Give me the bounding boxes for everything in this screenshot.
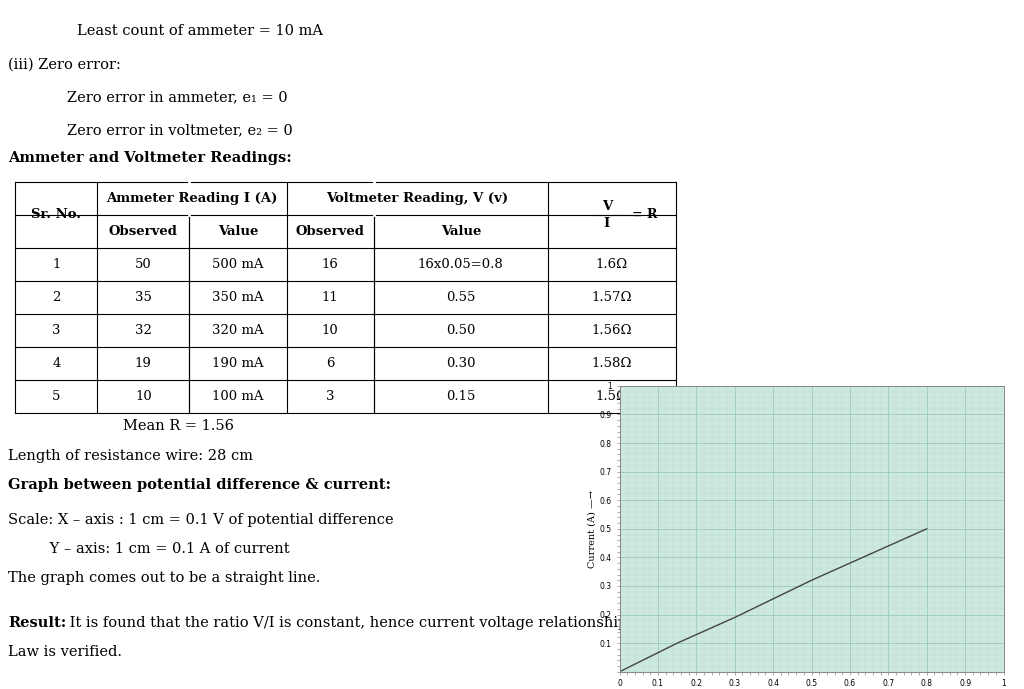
Text: 16: 16	[322, 258, 339, 271]
Text: 10: 10	[135, 391, 152, 403]
Text: Ammeter Reading I (A): Ammeter Reading I (A)	[106, 192, 278, 205]
Text: The graph comes out to be a straight line.: The graph comes out to be a straight lin…	[8, 571, 321, 586]
Text: 1.58Ω: 1.58Ω	[592, 358, 632, 370]
Text: Least count of ammeter = 10 mA: Least count of ammeter = 10 mA	[77, 24, 323, 38]
Text: 0.30: 0.30	[446, 358, 475, 370]
Text: 3: 3	[52, 325, 60, 337]
Text: Zero error in ammeter, e₁ = 0: Zero error in ammeter, e₁ = 0	[67, 90, 287, 104]
Text: Value: Value	[440, 225, 481, 238]
Text: 5: 5	[52, 391, 60, 403]
Text: 1.6Ω: 1.6Ω	[596, 258, 628, 271]
Text: Observed: Observed	[296, 225, 365, 238]
Text: Zero error in voltmeter, e₂ = 0: Zero error in voltmeter, e₂ = 0	[67, 123, 292, 137]
Y-axis label: Current (A) —→: Current (A) —→	[588, 490, 597, 568]
Text: 0.50: 0.50	[446, 325, 475, 337]
Text: 11: 11	[322, 291, 339, 304]
Text: 6: 6	[326, 358, 335, 370]
Text: 100 mA: 100 mA	[212, 391, 264, 403]
Text: Sr. No.: Sr. No.	[32, 209, 81, 221]
Text: 1: 1	[52, 258, 60, 271]
Text: Length of resistance wire: 28 cm: Length of resistance wire: 28 cm	[8, 449, 253, 463]
Text: 500 mA: 500 mA	[212, 258, 264, 271]
Text: 3: 3	[326, 391, 335, 403]
Text: 35: 35	[135, 291, 152, 304]
Text: Value: Value	[218, 225, 258, 238]
Text: (iii) Zero error:: (iii) Zero error:	[8, 57, 121, 71]
Text: 19: 19	[135, 358, 152, 370]
Text: Scale: X – axis : 1 cm = 0.1 V of potential difference: Scale: X – axis : 1 cm = 0.1 V of potent…	[8, 513, 394, 527]
Text: I: I	[603, 217, 610, 229]
Text: 10: 10	[322, 325, 339, 337]
Text: It is found that the ratio V/I is constant, hence current voltage relationship i: It is found that the ratio V/I is consta…	[65, 616, 873, 630]
Text: 190 mA: 190 mA	[212, 358, 264, 370]
Text: Law is verified.: Law is verified.	[8, 645, 122, 659]
Text: = R: = R	[633, 209, 657, 221]
Text: V: V	[601, 200, 612, 213]
Text: Mean R = 1.56: Mean R = 1.56	[123, 419, 233, 433]
Text: Ammeter and Voltmeter Readings:: Ammeter and Voltmeter Readings:	[8, 152, 292, 165]
Text: Observed: Observed	[109, 225, 178, 238]
Text: 16x0.05=0.8: 16x0.05=0.8	[418, 258, 504, 271]
Text: Y – axis: 1 cm = 0.1 A of current: Y – axis: 1 cm = 0.1 A of current	[8, 542, 290, 556]
Text: Result:: Result:	[8, 616, 67, 630]
Text: Graph between potential difference & current:: Graph between potential difference & cur…	[8, 478, 391, 493]
Text: 4: 4	[52, 358, 60, 370]
Text: 1.56Ω: 1.56Ω	[592, 325, 632, 337]
Text: Voltmeter Reading, V (v): Voltmeter Reading, V (v)	[327, 192, 508, 205]
Text: 350 mA: 350 mA	[212, 291, 264, 304]
Text: 0.15: 0.15	[446, 391, 475, 403]
Text: 1.5Ω: 1.5Ω	[596, 391, 628, 403]
Text: 2: 2	[52, 291, 60, 304]
Text: 1.57Ω: 1.57Ω	[592, 291, 632, 304]
Text: 32: 32	[135, 325, 152, 337]
Text: 0.55: 0.55	[446, 291, 475, 304]
Text: 320 mA: 320 mA	[212, 325, 264, 337]
Text: 50: 50	[135, 258, 152, 271]
